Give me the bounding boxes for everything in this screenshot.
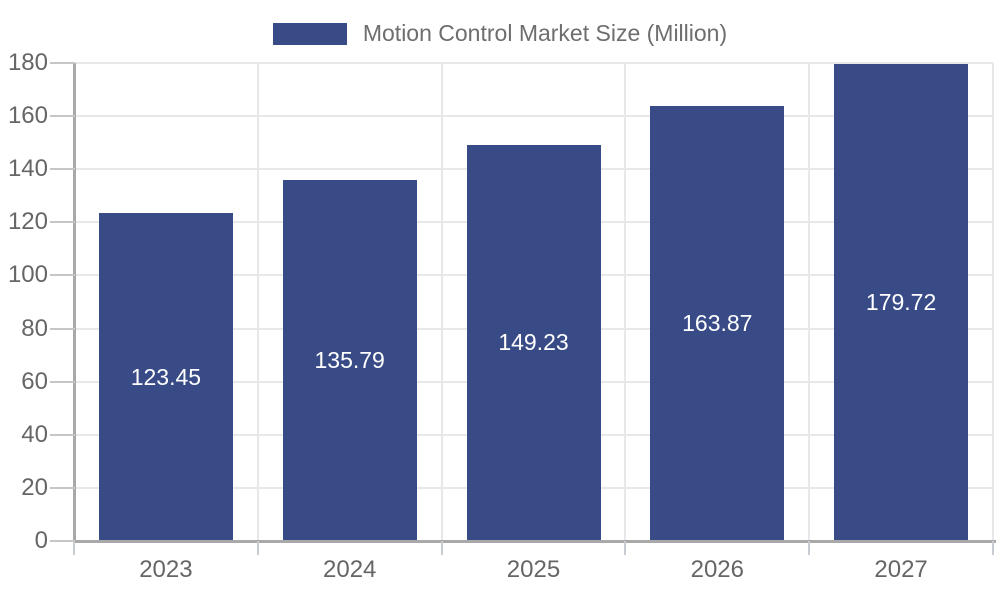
y-axis-tick xyxy=(50,380,75,383)
y-axis-line xyxy=(73,63,76,541)
x-axis-tick xyxy=(808,541,811,555)
y-axis-tick-label: 60 xyxy=(21,367,48,395)
y-axis: 0 20 40 60 80 100 120 140 160 180 xyxy=(0,50,75,554)
x-axis-tick-label: 2026 xyxy=(690,556,744,583)
gridline-horizontal xyxy=(74,62,993,64)
x-axis-tick xyxy=(992,541,994,555)
y-axis-tick xyxy=(50,540,75,542)
gridline-horizontal xyxy=(74,115,993,118)
y-axis-tick-label: 80 xyxy=(21,314,48,342)
x-axis-tick-label: 2023 xyxy=(139,556,193,583)
y-axis-tick xyxy=(50,221,75,224)
gridline-vertical xyxy=(256,63,259,541)
bar-2026[interactable]: 163.87 xyxy=(650,105,785,541)
gridline-vertical xyxy=(440,63,443,541)
y-axis-tick-label: 0 xyxy=(34,527,48,554)
y-axis-tick xyxy=(50,327,75,330)
y-axis-tick-label: 140 xyxy=(7,155,48,183)
x-axis-tick xyxy=(73,541,75,555)
y-axis-tick xyxy=(50,486,75,489)
bar-value-label: 163.87 xyxy=(682,309,753,336)
bar-value-label: 179.72 xyxy=(865,288,937,315)
bar-value-label: 135.79 xyxy=(314,347,385,374)
gridline-vertical xyxy=(624,63,627,541)
legend-swatch xyxy=(272,22,347,45)
bar-2024[interactable]: 135.79 xyxy=(282,180,417,541)
y-axis-tick-label: 180 xyxy=(7,49,48,76)
plot-area: 123.45 135.79 149.23 163.87 179.72 xyxy=(74,62,994,541)
x-axis-tick xyxy=(256,541,259,555)
y-axis-tick-label: 160 xyxy=(7,102,48,130)
bar-value-label: 149.23 xyxy=(498,329,569,356)
bar-2023[interactable]: 123.45 xyxy=(98,213,233,541)
legend-label: Motion Control Market Size (Million) xyxy=(362,20,728,46)
bar-value-label: 123.45 xyxy=(130,363,202,390)
y-axis-tick-label: 40 xyxy=(21,420,48,448)
y-axis-tick xyxy=(50,433,75,436)
y-axis-tick-label: 100 xyxy=(7,261,48,289)
x-axis-ticks xyxy=(0,541,1000,557)
x-axis-tick-label: 2027 xyxy=(874,556,928,583)
y-axis-tick xyxy=(50,274,75,277)
y-axis-tick-label: 20 xyxy=(21,473,48,501)
gridline-vertical xyxy=(808,63,811,541)
gridline-vertical xyxy=(992,63,994,541)
bar-2027[interactable]: 179.72 xyxy=(834,63,969,541)
y-axis-tick xyxy=(50,62,75,64)
x-axis-tick-label: 2024 xyxy=(323,556,377,583)
bar-2025[interactable]: 149.23 xyxy=(466,144,601,541)
legend-item[interactable]: Motion Control Market Size (Million) xyxy=(0,20,1000,47)
x-axis-tick xyxy=(440,541,443,555)
x-axis-tick-label: 2025 xyxy=(506,556,561,583)
x-axis-tick xyxy=(624,541,627,555)
y-axis-tick xyxy=(50,115,75,118)
y-axis-tick-label: 120 xyxy=(7,208,48,236)
x-axis-line xyxy=(73,540,996,543)
x-axis: 2023 2024 2025 2026 2027 xyxy=(74,556,993,586)
y-axis-tick xyxy=(50,168,75,171)
